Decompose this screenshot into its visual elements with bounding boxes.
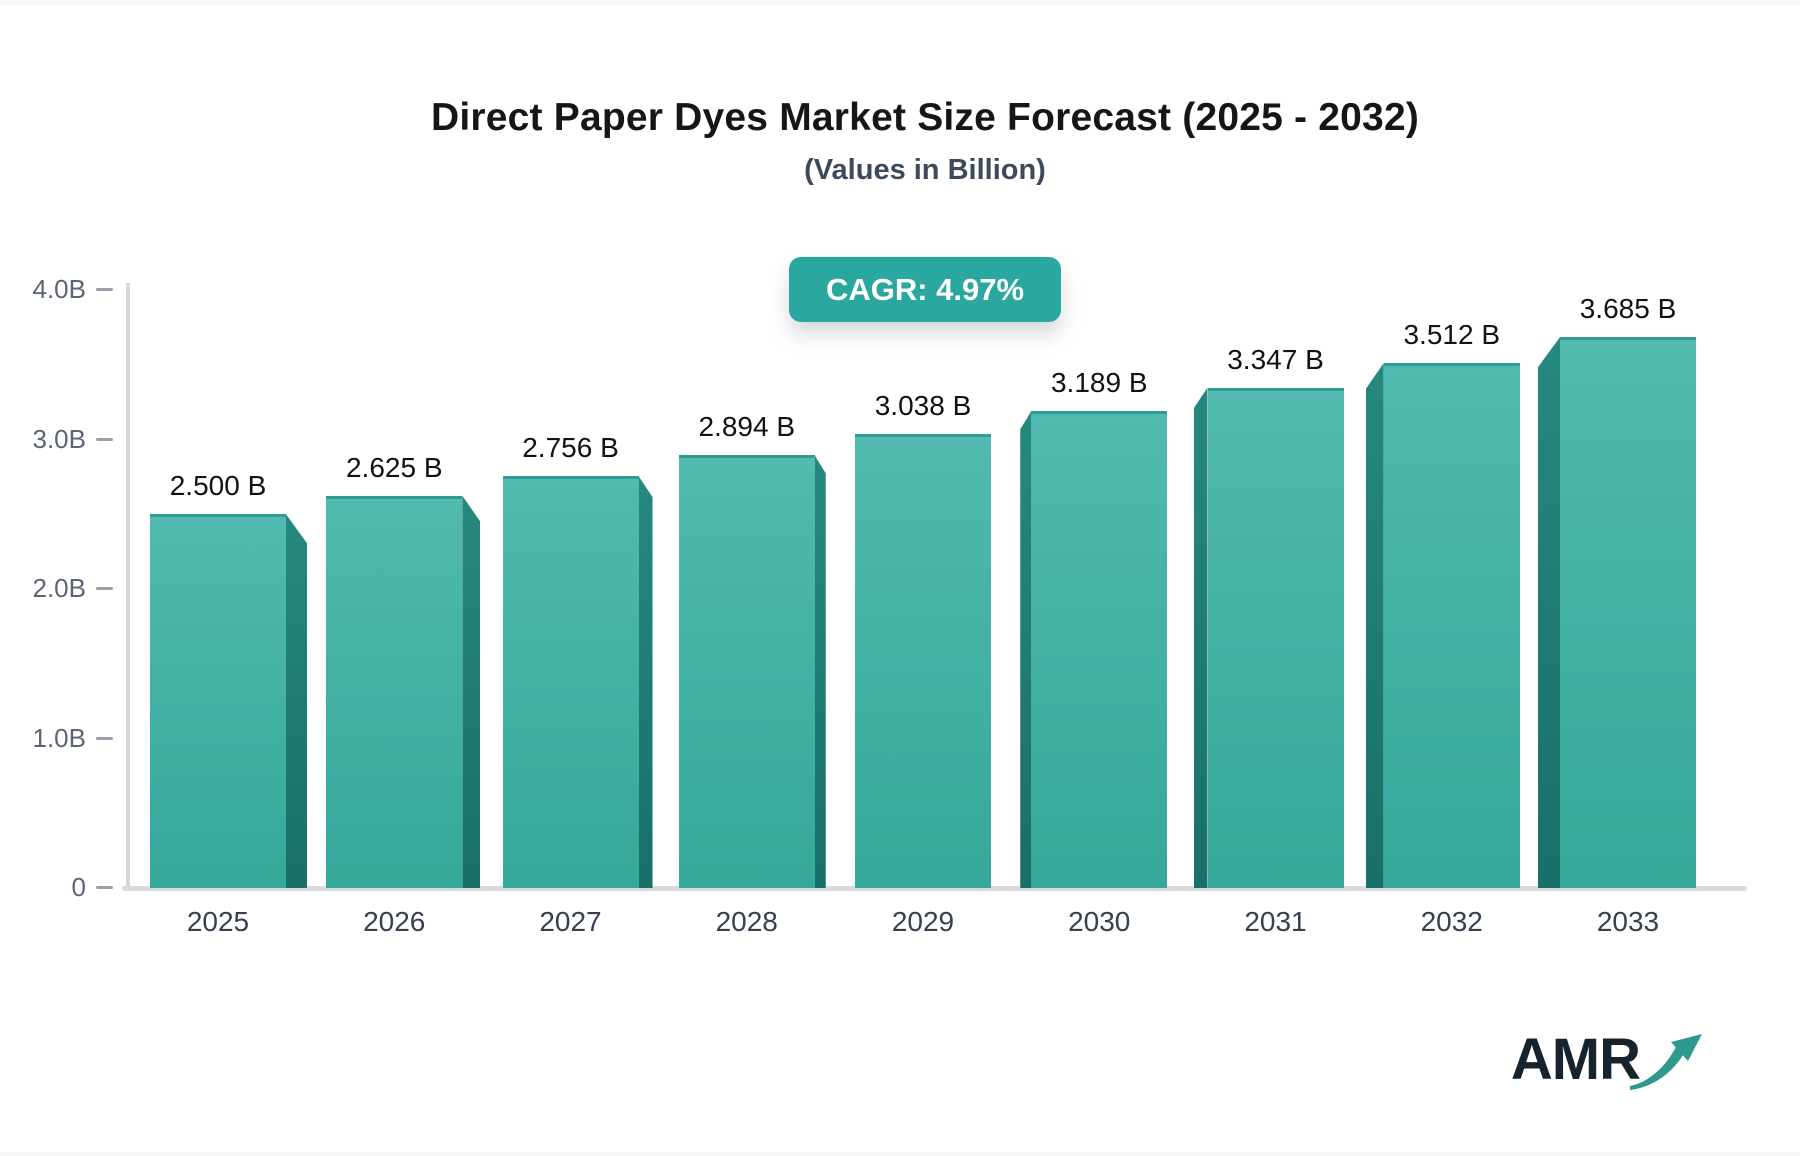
chart-header: Direct Paper Dyes Market Size Forecast (… [50, 96, 1800, 187]
bar-value-label: 3.189 B [1050, 367, 1148, 399]
bar-value-label: 2.756 B [522, 431, 619, 463]
bar-value-label: 3.347 B [1227, 343, 1324, 375]
chart-title: Direct Paper Dyes Market Size Forecast (… [430, 96, 1420, 139]
bar-value-label: 2.625 B [345, 451, 443, 483]
bar-side-face [462, 495, 481, 888]
bar-2029 [855, 433, 991, 888]
bar-2032 [1383, 362, 1520, 888]
amr-logo-text: AMR [1510, 1027, 1641, 1092]
x-axis-label-2032: 2032 [1420, 906, 1483, 937]
bar-2028 [678, 455, 815, 888]
y-axis-tick-label: 4.0B [32, 274, 87, 304]
bar-2030 [1031, 411, 1168, 888]
bar-side-face [286, 514, 307, 888]
bar-value-label: 2.500 B [169, 470, 267, 502]
x-axis-label-2028: 2028 [715, 906, 778, 937]
y-axis-tick-mark [96, 437, 113, 441]
amr-logo: AMR [1511, 1028, 1702, 1096]
x-axis-label-2025: 2025 [186, 906, 250, 937]
y-axis-tick-label: 0 [71, 872, 86, 902]
bar-side-face [1193, 387, 1208, 888]
growth-arrow-icon [1630, 1034, 1702, 1090]
bar-2033 [1560, 337, 1696, 888]
x-axis-label-2031: 2031 [1244, 906, 1307, 937]
bottom-border-strip [0, 1152, 1800, 1156]
x-axis-label-2026: 2026 [363, 906, 426, 937]
bar-side-face [1365, 362, 1384, 888]
bar-side-face [814, 455, 826, 888]
bar-2027 [502, 475, 639, 888]
top-border-strip [0, 0, 1800, 5]
bar-value-label: 3.512 B [1403, 318, 1501, 350]
y-axis-tick-mark [96, 886, 113, 889]
y-axis-tick-mark [96, 736, 113, 740]
bar-2026 [326, 495, 463, 888]
y-axis-tick-mark [96, 288, 113, 291]
x-axis-label-2027: 2027 [539, 906, 602, 937]
x-axis-line [122, 886, 1747, 891]
bar-2025 [150, 514, 286, 888]
bar-value-label: 3.685 B [1579, 293, 1677, 325]
y-axis-tick-label: 1.0B [32, 722, 87, 753]
y-axis-tick-label: 2.0B [32, 573, 87, 603]
cagr-badge: CAGR: 4.97% [789, 257, 1061, 322]
y-axis-tick-label: 3.0B [32, 423, 87, 454]
bar-side-face [1020, 411, 1032, 888]
bar-value-label: 3.038 B [874, 389, 972, 421]
chart-subtitle: (Values in Billion) [804, 154, 1046, 186]
y-axis-tick-mark [96, 587, 113, 590]
x-axis-label-2033: 2033 [1596, 906, 1660, 937]
bar-side-face [638, 475, 653, 888]
bar-side-face [1538, 337, 1560, 888]
x-axis-label-2029: 2029 [891, 906, 955, 937]
bar-value-label: 2.894 B [698, 411, 796, 443]
x-axis-label-2030: 2030 [1068, 906, 1131, 937]
bar-2031 [1207, 387, 1344, 888]
y-axis-line [126, 283, 130, 888]
